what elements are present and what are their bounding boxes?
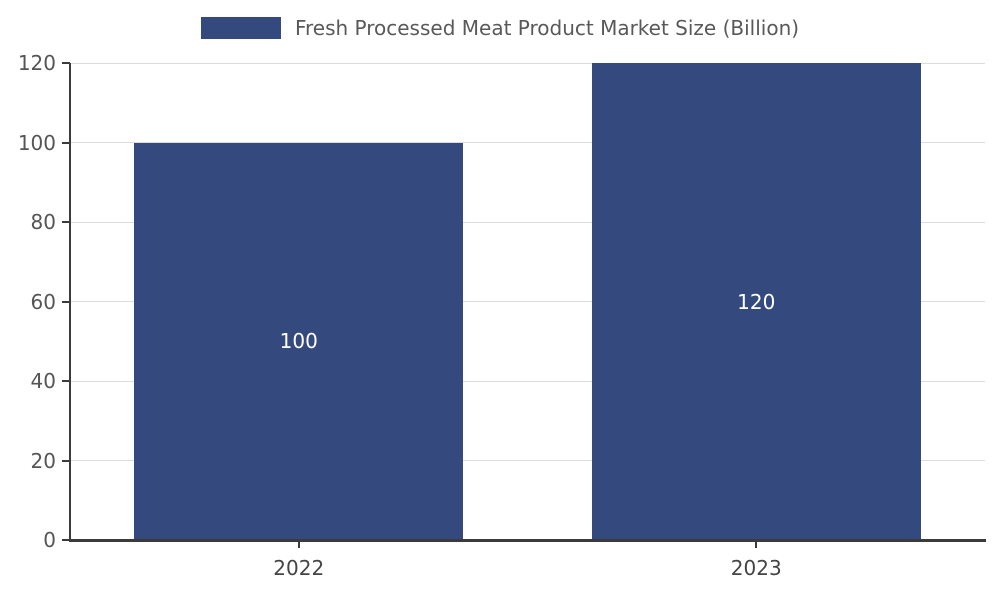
y-tick-mark bbox=[62, 539, 70, 541]
y-tick-label: 120 bbox=[17, 51, 56, 75]
x-tick-label: 2023 bbox=[730, 556, 782, 580]
bar-2022: 100 bbox=[134, 142, 464, 540]
legend: Fresh Processed Meat Product Market Size… bbox=[0, 12, 1000, 44]
gridline bbox=[70, 380, 985, 382]
gridline bbox=[70, 62, 985, 64]
y-tick-label: 40 bbox=[30, 369, 56, 393]
y-tick-label: 80 bbox=[30, 210, 56, 234]
x-axis-spine bbox=[69, 539, 986, 542]
y-tick-label: 60 bbox=[30, 289, 56, 314]
y-tick-mark bbox=[62, 300, 70, 303]
legend-swatch bbox=[200, 17, 281, 39]
x-tick-mark bbox=[755, 540, 758, 548]
y-tick-mark bbox=[62, 62, 70, 64]
gridline bbox=[70, 221, 985, 223]
gridline bbox=[70, 460, 985, 461]
legend-label: Fresh Processed Meat Product Market Size… bbox=[294, 16, 800, 40]
bar-2023: 120 bbox=[591, 63, 921, 540]
y-tick-mark bbox=[62, 459, 70, 462]
gridline bbox=[70, 142, 985, 143]
bar-value-label: 120 bbox=[737, 289, 776, 314]
y-tick-mark bbox=[62, 141, 70, 144]
y-tick-label: 20 bbox=[30, 448, 56, 473]
bar-value-label: 100 bbox=[279, 329, 318, 354]
gridline bbox=[70, 301, 985, 302]
y-tick-label: 100 bbox=[17, 130, 56, 155]
y-tick-label: 0 bbox=[43, 528, 56, 552]
x-tick-mark bbox=[297, 540, 300, 548]
x-tick-label: 2022 bbox=[273, 556, 325, 580]
y-axis-spine bbox=[69, 63, 71, 542]
y-tick-mark bbox=[62, 380, 70, 382]
y-tick-mark bbox=[62, 221, 70, 223]
